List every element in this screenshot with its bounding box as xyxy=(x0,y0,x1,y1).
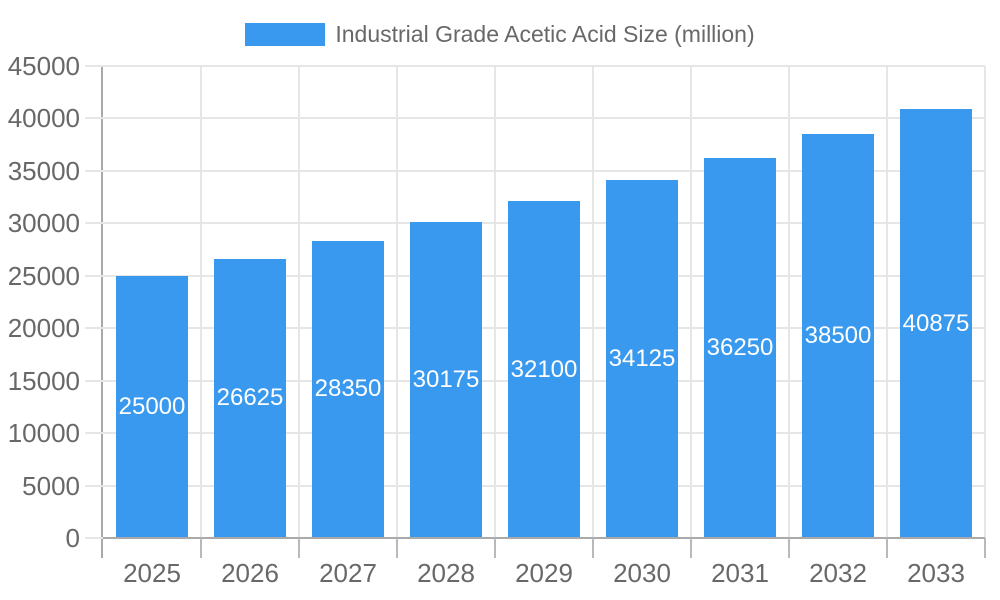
y-axis-line xyxy=(101,66,103,558)
bar-2027[interactable]: 28350 xyxy=(312,240,384,538)
v-gridline xyxy=(396,66,398,538)
legend-swatch xyxy=(245,22,326,46)
y-tick-label: 25000 xyxy=(7,260,80,291)
bar-value-label: 30175 xyxy=(412,365,480,393)
x-tick-label: 2029 xyxy=(515,558,573,588)
y-tick-label: 35000 xyxy=(7,155,80,186)
bar-2032[interactable]: 38500 xyxy=(802,134,874,538)
x-tick-mark xyxy=(690,538,692,558)
x-tick-mark xyxy=(886,538,888,558)
bar-2028[interactable]: 30175 xyxy=(410,221,482,538)
v-gridline xyxy=(200,66,202,538)
h-gridline xyxy=(103,65,985,67)
v-gridline xyxy=(592,66,594,538)
x-tick-mark xyxy=(592,538,594,558)
h-gridline xyxy=(103,169,985,172)
y-tick-label: 20000 xyxy=(7,313,80,344)
y-tick-label: 0 xyxy=(65,523,80,553)
x-axis-line xyxy=(103,537,985,539)
x-tick-mark xyxy=(788,538,790,558)
y-tick-label: 30000 xyxy=(7,208,80,239)
y-tick-mark xyxy=(85,432,103,435)
bar-value-label: 36250 xyxy=(706,333,774,361)
bar-2026[interactable]: 26625 xyxy=(214,258,286,538)
bar-value-label: 26625 xyxy=(216,384,284,412)
x-tick-label: 2025 xyxy=(123,558,181,588)
bar-value-label: 38500 xyxy=(804,322,872,350)
h-gridline xyxy=(103,117,985,120)
x-tick-label: 2031 xyxy=(711,558,769,588)
y-tick-mark xyxy=(85,117,103,120)
bar-2030[interactable]: 34125 xyxy=(606,180,678,538)
v-gridline xyxy=(690,66,692,538)
x-tick-label: 2026 xyxy=(221,558,279,588)
plot-area: 25000 26625 28350 30175 32100 34125 36250 38500… xyxy=(103,65,986,538)
x-tick-label: 2027 xyxy=(319,558,377,588)
v-gridline xyxy=(494,66,496,538)
v-gridline xyxy=(886,66,888,538)
bar-value-label: 32100 xyxy=(510,355,578,383)
y-tick-mark xyxy=(85,65,103,67)
y-tick-mark xyxy=(85,537,103,539)
y-tick-mark xyxy=(85,222,103,225)
y-tick-mark xyxy=(85,327,103,330)
y-tick-mark xyxy=(85,274,103,277)
legend-label: Industrial Grade Acetic Acid Size (milli… xyxy=(335,21,755,47)
x-tick-label: 2028 xyxy=(417,558,475,588)
bar-value-label: 34125 xyxy=(608,345,676,373)
v-gridline xyxy=(788,66,790,538)
bar-2025[interactable]: 25000 xyxy=(116,275,188,538)
x-tick-label: 2033 xyxy=(907,558,965,588)
y-tick-label: 15000 xyxy=(7,365,80,396)
bar-2033[interactable]: 40875 xyxy=(900,109,972,538)
bar-value-label: 28350 xyxy=(314,375,382,403)
v-gridline xyxy=(298,66,300,538)
bar-value-label: 40875 xyxy=(902,309,970,337)
x-tick-mark xyxy=(984,538,986,558)
bar-2031[interactable]: 36250 xyxy=(704,157,776,538)
x-tick-label: 2032 xyxy=(809,558,867,588)
x-tick-label: 2030 xyxy=(613,558,671,588)
v-gridline xyxy=(984,66,986,538)
y-tick-mark xyxy=(85,484,103,487)
x-tick-mark xyxy=(298,538,300,558)
bar-value-label: 25000 xyxy=(118,392,186,420)
y-tick-mark xyxy=(85,379,103,382)
y-tick-label: 45000 xyxy=(7,51,80,81)
x-tick-mark xyxy=(200,538,202,558)
x-tick-mark xyxy=(494,538,496,558)
y-tick-label: 10000 xyxy=(7,418,80,449)
y-tick-mark xyxy=(85,169,103,172)
legend[interactable]: Industrial Grade Acetic Acid Size (milli… xyxy=(0,20,1000,48)
bar-2029[interactable]: 32100 xyxy=(508,201,580,538)
y-tick-label: 40000 xyxy=(7,103,80,134)
y-tick-label: 5000 xyxy=(22,470,80,501)
x-tick-mark xyxy=(396,538,398,558)
